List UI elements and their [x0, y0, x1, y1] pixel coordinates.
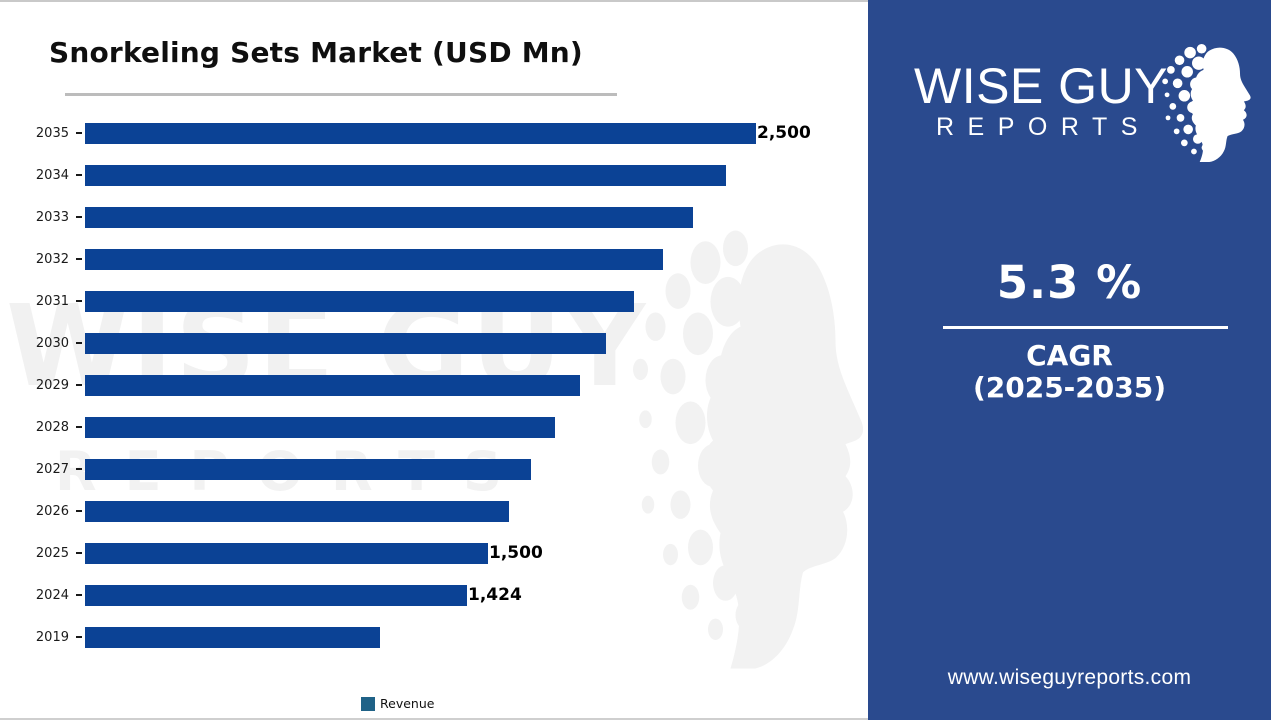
revenue-bar	[85, 626, 380, 648]
chart-row: 2032	[0, 238, 868, 280]
revenue-bar	[85, 542, 488, 564]
wiseguy-head-icon	[1162, 43, 1251, 163]
chart-row: 2026	[0, 490, 868, 532]
chart-row: 2029	[0, 364, 868, 406]
chart-row: 2024 1,424	[0, 574, 868, 616]
revenue-bar	[85, 500, 509, 522]
y-axis-tick-label: 2035	[35, 125, 69, 141]
y-axis-tick-mark	[76, 636, 82, 638]
y-axis-tick-label: 2032	[35, 251, 69, 267]
chart-panel: WISE GUY REPORTS Snorkeling Sets Market …	[0, 0, 868, 720]
website-url: www.wiseguyreports.com	[947, 666, 1192, 689]
y-axis-tick-label: 2024	[35, 587, 69, 603]
y-axis-tick-mark	[76, 258, 82, 260]
y-axis-tick-label: 2031	[35, 293, 69, 309]
y-axis-tick-mark	[76, 384, 82, 386]
revenue-bar	[85, 164, 726, 186]
chart-row: 2034	[0, 154, 868, 196]
cagr-value: 5.3 %	[996, 256, 1143, 309]
cagr-title: CAGR	[1026, 339, 1113, 372]
y-axis-tick-label: 2033	[35, 209, 69, 225]
revenue-bar	[85, 332, 606, 354]
cagr-label: CAGR (2025-2035)	[868, 340, 1271, 404]
chart-title: Snorkeling Sets Market (USD Mn)	[49, 36, 583, 69]
y-axis-tick-label: 2030	[35, 335, 69, 351]
logo-wordmark: WISE GUY	[914, 58, 1169, 114]
y-axis-tick-mark	[76, 300, 82, 302]
revenue-bar	[85, 122, 756, 144]
y-axis-tick-mark	[76, 552, 82, 554]
legend-swatch-icon	[361, 696, 375, 711]
y-axis-tick-mark	[76, 132, 82, 134]
chart-row: 2025 1,500	[0, 532, 868, 574]
bar-value-label: 1,424	[468, 585, 522, 605]
chart-row: 2035 2,500	[0, 112, 868, 154]
revenue-bar	[85, 248, 663, 270]
y-axis-tick-mark	[76, 216, 82, 218]
bar-value-label: 2,500	[757, 123, 811, 143]
y-axis-tick-label: 2027	[35, 461, 69, 477]
legend: Revenue	[361, 696, 434, 711]
y-axis-tick-mark	[76, 426, 82, 428]
title-divider	[65, 93, 617, 96]
revenue-bar	[85, 374, 580, 396]
chart-row: 2033	[0, 196, 868, 238]
bar-value-label: 1,500	[489, 543, 543, 563]
y-axis-tick-label: 2019	[35, 629, 69, 645]
revenue-bar	[85, 206, 693, 228]
y-axis-tick-mark	[76, 468, 82, 470]
wiseguy-logo: WISE GUY REPORTS	[868, 0, 1271, 190]
revenue-bar	[85, 416, 555, 438]
sidebar: WISE GUY REPORTS 5.3 % CAGR (2025-2035) …	[868, 0, 1271, 720]
bar-chart: 2035 2,500 2034 2033 2032 2031 2030 2029 2028 202…	[0, 112, 868, 658]
chart-row: 2030	[0, 322, 868, 364]
cagr-divider	[943, 326, 1228, 329]
revenue-bar	[85, 584, 467, 606]
y-axis-tick-label: 2025	[35, 545, 69, 561]
y-axis-tick-mark	[76, 510, 82, 512]
y-axis-tick-mark	[76, 174, 82, 176]
y-axis-tick-label: 2028	[35, 419, 69, 435]
y-axis-tick-label: 2026	[35, 503, 69, 519]
revenue-bar	[85, 290, 634, 312]
y-axis-tick-label: 2029	[35, 377, 69, 393]
y-axis-tick-mark	[76, 594, 82, 596]
y-axis-tick-label: 2034	[35, 167, 69, 183]
chart-row: 2019	[0, 616, 868, 658]
cagr-range: (2025-2035)	[972, 371, 1167, 404]
y-axis-tick-mark	[76, 342, 82, 344]
revenue-bar	[85, 458, 531, 480]
legend-label: Revenue	[380, 696, 435, 711]
chart-row: 2027	[0, 448, 868, 490]
chart-row: 2028	[0, 406, 868, 448]
logo-reports: REPORTS	[936, 113, 1151, 141]
chart-row: 2031	[0, 280, 868, 322]
